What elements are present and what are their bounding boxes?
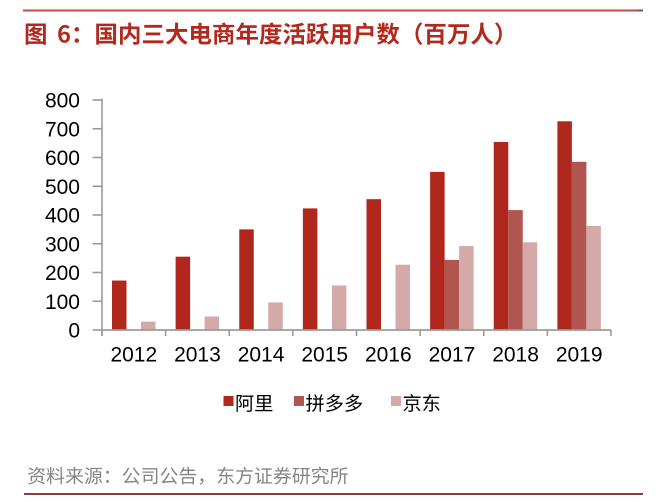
svg-text:2016: 2016 [365,344,412,367]
svg-text:800: 800 [45,90,80,113]
svg-text:2013: 2013 [174,344,221,367]
svg-text:0: 0 [68,320,80,343]
svg-text:2015: 2015 [301,344,348,367]
svg-text:2018: 2018 [492,344,539,367]
svg-text:2014: 2014 [238,344,285,367]
svg-text:2019: 2019 [556,344,603,367]
svg-text:500: 500 [45,176,80,199]
svg-text:2017: 2017 [429,344,476,367]
svg-text:600: 600 [45,147,80,170]
svg-text:300: 300 [45,233,80,256]
svg-text:700: 700 [45,118,80,141]
svg-text:100: 100 [45,291,80,314]
svg-text:400: 400 [45,205,80,228]
svg-text:200: 200 [45,262,80,285]
svg-text:2012: 2012 [110,344,157,367]
